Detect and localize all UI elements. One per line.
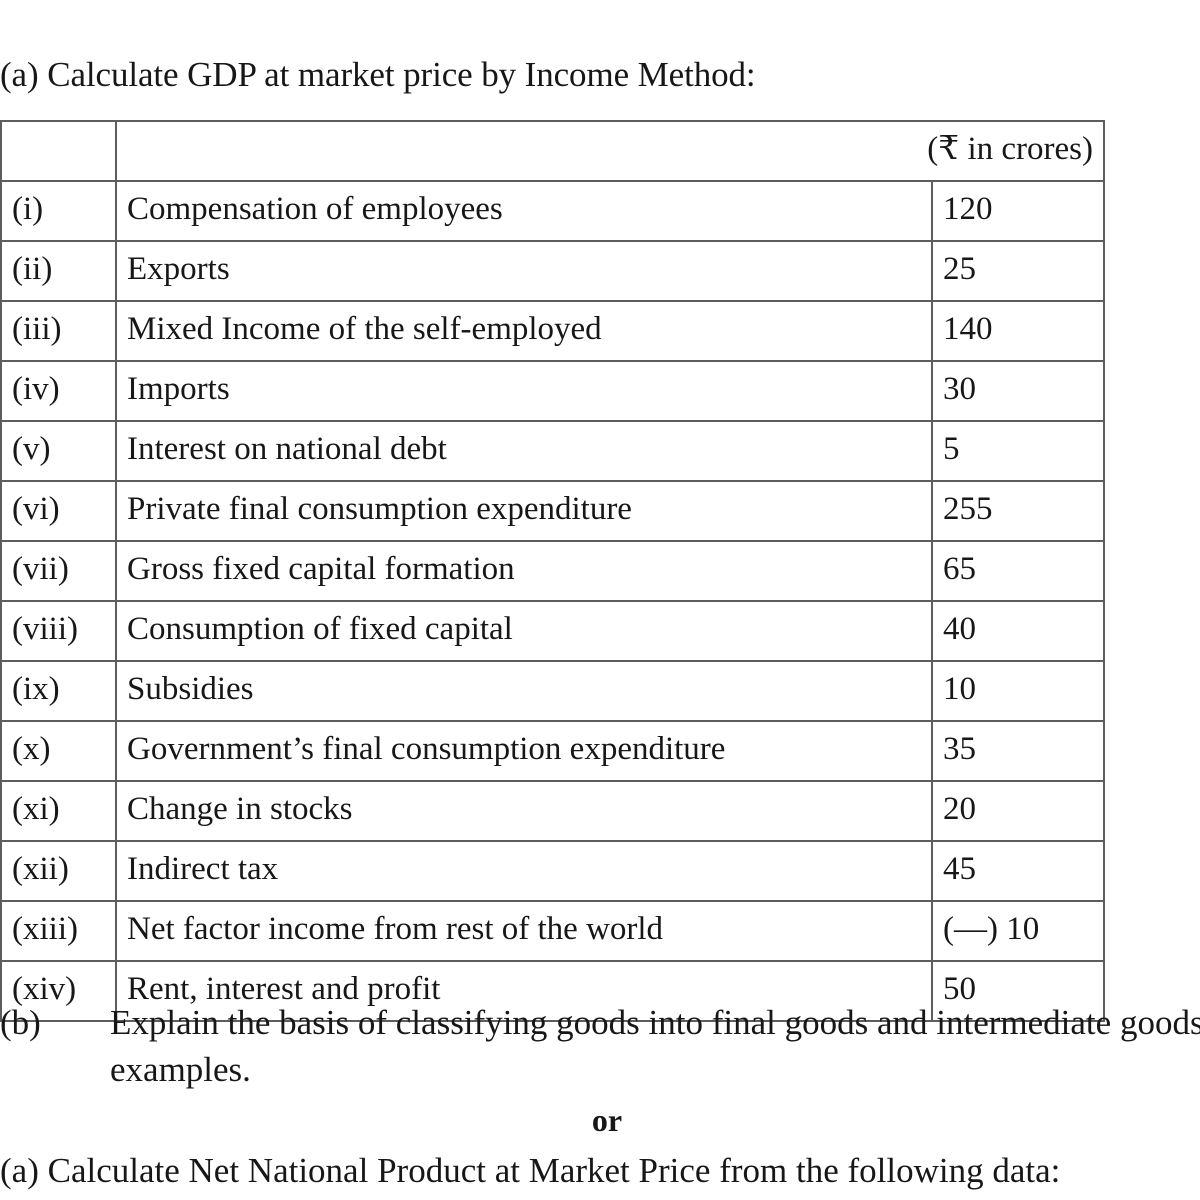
row-number: (iii) — [0, 300, 117, 362]
row-description: Net factor income from rest of the world — [115, 900, 933, 962]
row-description: Government’s final consumption expenditu… — [115, 720, 933, 782]
row-number: (ix) — [0, 660, 117, 722]
row-description: Exports — [115, 240, 933, 302]
header-cell-unit: (₹ in crores) — [114, 120, 1106, 182]
row-value: 65 — [930, 540, 1106, 602]
part-b-line-1: Explain the basis of classifying goods i… — [110, 1003, 1200, 1042]
table-row: (v) Interest on national debt 5 — [0, 420, 1106, 482]
row-description: Subsidies — [115, 660, 933, 722]
row-value: 25 — [930, 240, 1106, 302]
alternative-question-part-a: (a) Calculate Net National Product at Ma… — [0, 1150, 1060, 1192]
row-description: Private final consumption expenditure — [115, 480, 933, 542]
row-number: (i) — [0, 180, 117, 242]
table-row: (vii) Gross fixed capital formation 65 — [0, 540, 1106, 602]
table-row: (xi) Change in stocks 20 — [0, 780, 1106, 842]
row-description: Mixed Income of the self-employed — [115, 300, 933, 362]
row-number: (viii) — [0, 600, 117, 662]
row-value: 40 — [930, 600, 1106, 662]
table-row: (ix) Subsidies 10 — [0, 660, 1106, 722]
row-value: (—) 10 — [930, 900, 1106, 962]
table-row: (i) Compensation of employees 120 — [0, 180, 1106, 242]
row-value: 30 — [930, 360, 1106, 422]
row-description: Change in stocks — [115, 780, 933, 842]
row-value: 10 — [930, 660, 1106, 722]
row-number: (xi) — [0, 780, 117, 842]
part-a-marker: (a) — [0, 55, 39, 94]
row-value: 35 — [930, 720, 1106, 782]
row-value: 50 — [930, 960, 1106, 1022]
row-number: (vii) — [0, 540, 117, 602]
row-number: (xiii) — [0, 900, 117, 962]
row-number: (vi) — [0, 480, 117, 542]
gdp-income-method-table: (₹ in crores) (i) Compensation of employ… — [0, 120, 1106, 1022]
row-description: Indirect tax — [115, 840, 933, 902]
table-row: (iii) Mixed Income of the self-employed … — [0, 300, 1106, 362]
alternative-text: Calculate Net National Product at Market… — [47, 1151, 1061, 1190]
row-description: Gross fixed capital formation — [115, 540, 933, 602]
part-b-marker: (b) — [0, 1003, 41, 1042]
or-separator: or — [591, 1102, 623, 1138]
row-value: 5 — [930, 420, 1106, 482]
row-number: (xii) — [0, 840, 117, 902]
row-value: 20 — [930, 780, 1106, 842]
table-row: (xiii) Net factor income from rest of th… — [0, 900, 1106, 962]
row-number: (x) — [0, 720, 117, 782]
row-description: Compensation of employees — [115, 180, 933, 242]
row-description: Rent, interest and profit — [115, 960, 933, 1022]
table-row: (x) Government’s final consumption expen… — [0, 720, 1106, 782]
table-row: (xiv) Rent, interest and profit 50 — [0, 960, 1106, 1022]
row-description: Consumption of fixed capital — [115, 600, 933, 662]
question-part-a-heading: (a) Calculate GDP at market price by Inc… — [0, 54, 756, 96]
row-value: 120 — [930, 180, 1106, 242]
row-description: Interest on national debt — [115, 420, 933, 482]
row-number: (xiv) — [0, 960, 117, 1022]
table-row: (vi) Private final consumption expenditu… — [0, 480, 1106, 542]
table-row: (viii) Consumption of fixed capital 40 — [0, 600, 1106, 662]
question-part-b: (b) Explain the basis of classifying goo… — [0, 1002, 1200, 1091]
row-number: (iv) — [0, 360, 117, 422]
header-cell-blank — [0, 120, 117, 182]
row-value: 140 — [930, 300, 1106, 362]
table-row: (xii) Indirect tax 45 — [0, 840, 1106, 902]
table-row: (ii) Exports 25 — [0, 240, 1106, 302]
row-value: 255 — [930, 480, 1106, 542]
alternative-marker: (a) — [0, 1151, 39, 1190]
table-header-row: (₹ in crores) — [0, 120, 1106, 182]
row-number: (ii) — [0, 240, 117, 302]
row-number: (v) — [0, 420, 117, 482]
row-value: 45 — [930, 840, 1106, 902]
part-b-line-2: examples. — [110, 1050, 251, 1090]
row-description: Imports — [115, 360, 933, 422]
table-row: (iv) Imports 30 — [0, 360, 1106, 422]
part-a-text: Calculate GDP at market price by Income … — [47, 55, 756, 94]
